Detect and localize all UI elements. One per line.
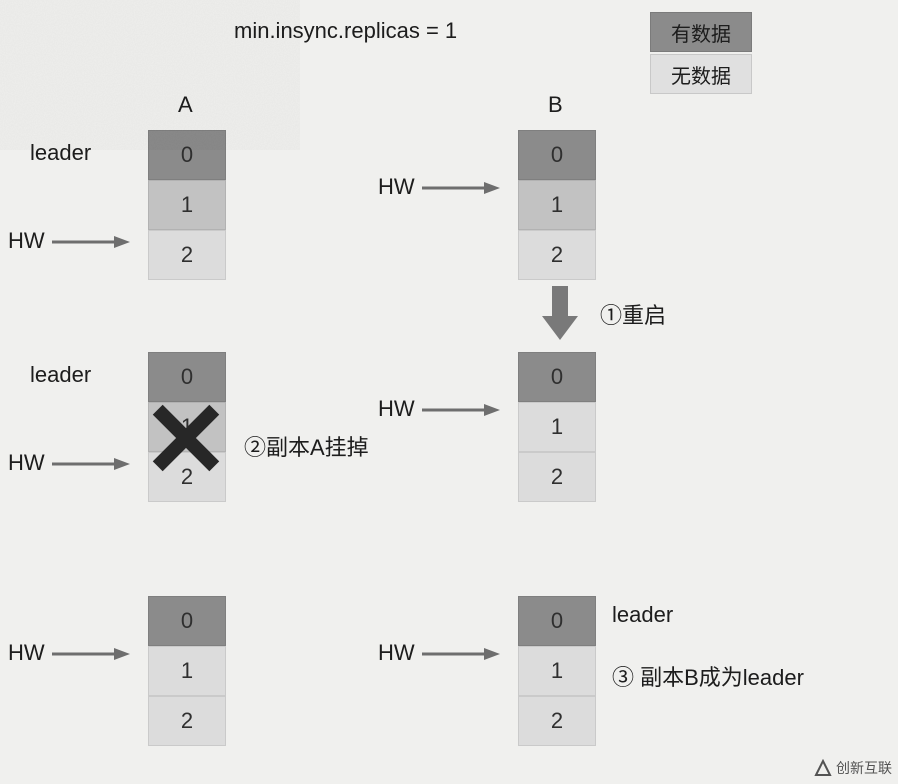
watermark-text: 创新互联 [836, 758, 892, 778]
hw-label-r1a: HW [8, 228, 45, 254]
legend-no-data-label: 无数据 [671, 60, 731, 89]
hw-label-r2a: HW [8, 450, 45, 476]
legend-no-data: 无数据 [650, 54, 752, 94]
config-title: min.insync.replicas = 1 [234, 18, 457, 44]
cell-r1-a-1: 1 [148, 180, 226, 230]
cell-r3-a-1: 1 [148, 646, 226, 696]
cell-r3-b-2: 2 [518, 696, 596, 746]
cross-icon [146, 398, 226, 478]
hw-label-r2b: HW [378, 396, 415, 422]
cell-r2-b-0: 0 [518, 352, 596, 402]
cell-r3-b-0: 0 [518, 596, 596, 646]
hw-arrow-r1a [52, 232, 132, 252]
leader-label-r3: leader [612, 602, 673, 628]
cell-r2-b-2: 2 [518, 452, 596, 502]
legend-has-data-label: 有数据 [671, 18, 731, 47]
cell-r3-a-2: 2 [148, 696, 226, 746]
cell-r1-a-0: 0 [148, 130, 226, 180]
hw-label-r3b: HW [378, 640, 415, 666]
cell-r1-a-2: 2 [148, 230, 226, 280]
hw-label-r1b: HW [378, 174, 415, 200]
hw-label-r3a: HW [8, 640, 45, 666]
legend-has-data: 有数据 [650, 12, 752, 52]
cell-r1-b-1: 1 [518, 180, 596, 230]
hw-arrow-r1b [422, 178, 502, 198]
col-b-header: B [548, 92, 563, 118]
cell-r2-b-1: 1 [518, 402, 596, 452]
restart-arrow-icon [540, 286, 580, 342]
watermark: 创新互联 [814, 758, 892, 778]
cell-r1-b-2: 2 [518, 230, 596, 280]
a-down-annotation: ②副本A挂掉 [244, 430, 369, 462]
hw-arrow-r3a [52, 644, 132, 664]
cell-r3-b-1: 1 [518, 646, 596, 696]
cell-r2-a-0: 0 [148, 352, 226, 402]
hw-arrow-r2a [52, 454, 132, 474]
restart-annotation: ①重启 [600, 298, 666, 330]
watermark-icon [814, 759, 832, 777]
hw-arrow-r3b [422, 644, 502, 664]
hw-arrow-r2b [422, 400, 502, 420]
b-leader-annotation: ③ 副本B成为leader [612, 660, 804, 692]
leader-label-r2: leader [30, 362, 91, 388]
col-a-header: A [178, 92, 193, 118]
leader-label-r1: leader [30, 140, 91, 166]
cell-r1-b-0: 0 [518, 130, 596, 180]
cell-r3-a-0: 0 [148, 596, 226, 646]
